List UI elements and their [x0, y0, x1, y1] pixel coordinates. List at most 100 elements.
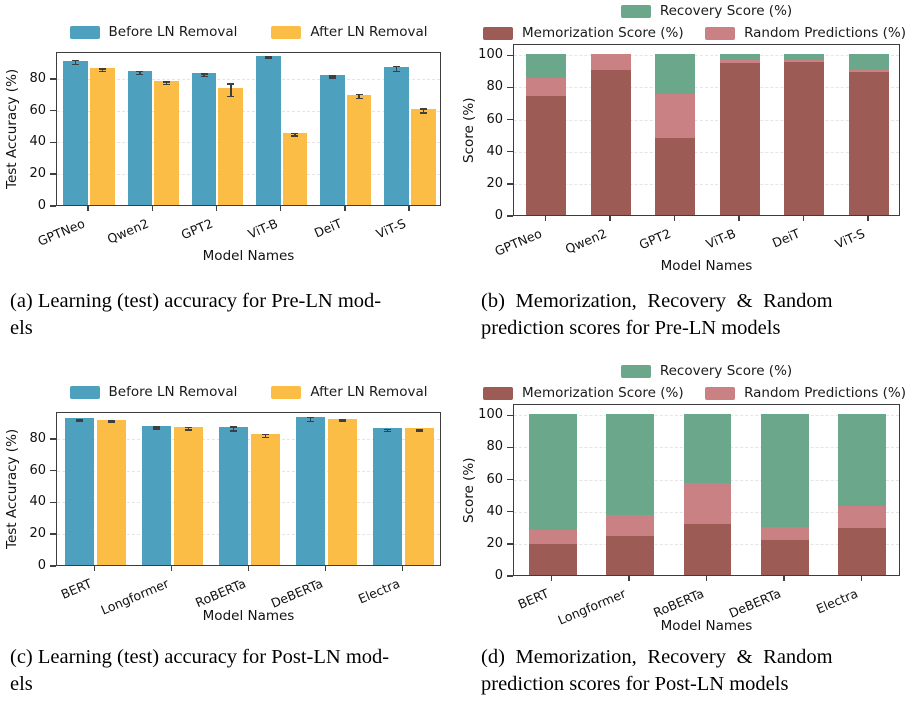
error-bar-cap [393, 70, 401, 72]
x-tick-mark [151, 206, 153, 211]
gridline [514, 183, 899, 185]
legend-item-random: Random Predictions (%) [705, 25, 906, 41]
error-bar [422, 108, 425, 113]
gridline [57, 174, 440, 176]
error-bar-cap [72, 63, 80, 66]
error-bar-cap [384, 428, 392, 431]
error-bar [187, 427, 190, 431]
legend-item-memorization: Memorization Score (%) [483, 385, 684, 401]
gridline [57, 502, 440, 504]
bar-after-Qwen2 [154, 81, 179, 205]
x-tick-mark [401, 566, 404, 571]
y-tick-label: 0 [494, 208, 503, 223]
legend-label-recovery: Recovery Score (%) [659, 363, 793, 379]
bar-after-GPTNeo [90, 68, 115, 205]
bar-segment-recovery-DeBERTa [760, 414, 809, 527]
legend-label-memorization: Memorization Score (%) [522, 385, 684, 401]
caption-d-line2: prediction scores for Post-LN models [481, 673, 789, 696]
y-tick-mark [507, 446, 513, 449]
bar-after-BERT [96, 419, 127, 565]
y-tick-label: 20 [486, 175, 503, 191]
caption-d: (d) Memorization, Recovery & Random predi… [481, 644, 904, 699]
bar-segment-recovery-ViT-B [719, 54, 760, 60]
gridline [57, 142, 440, 144]
bar-before-GPT2 [191, 73, 217, 205]
memorization-swatch-icon [483, 386, 513, 400]
y-tick-label: 20 [486, 535, 503, 551]
bar-before-DeiT [320, 74, 345, 205]
error-bar-cap [393, 65, 401, 68]
bar-after-ViT-S [410, 108, 436, 205]
error-bar-cap [419, 108, 427, 110]
x-tick-mark [544, 216, 546, 221]
bar-before-Electra [372, 428, 403, 565]
error-bar-cap [227, 95, 235, 98]
bar-before-Qwen2 [127, 70, 153, 205]
bar-segment-memorization-Longformer [606, 535, 655, 575]
error-bar-cap [98, 70, 106, 73]
x-tick-mark [609, 216, 611, 221]
y-tick-label: 80 [486, 79, 503, 95]
bar-segment-memorization-ViT-S [848, 71, 889, 215]
gridline [514, 87, 899, 89]
x-axis-label: Model Names [660, 258, 753, 274]
error-bar-cap [230, 430, 238, 432]
bar-after-RoBERTa [250, 434, 281, 565]
bar-segment-recovery-DeiT [784, 54, 825, 60]
gridline [57, 110, 440, 112]
error-bar-cap [355, 97, 363, 100]
before-swatch-icon [69, 385, 100, 399]
y-tick-label: 40 [29, 134, 46, 150]
bar-segment-memorization-Qwen2 [590, 69, 631, 215]
x-tick-mark [215, 206, 218, 211]
plot-frame [513, 44, 900, 216]
bar-before-DeBERTa [295, 417, 326, 565]
bar-after-Electra [404, 428, 435, 565]
error-bar [165, 81, 168, 85]
error-bar [203, 73, 205, 77]
error-bar [110, 420, 113, 423]
error-bar [386, 429, 389, 432]
error-bar [294, 133, 296, 137]
recovery-swatch-icon [620, 364, 651, 378]
bar-segment-random-ViT-S [848, 69, 889, 72]
x-tick-mark [87, 206, 89, 211]
error-bar [395, 66, 398, 72]
error-bar-cap [136, 70, 144, 72]
x-axis-label: Model Names [660, 618, 753, 632]
legend-label-before: Before LN Removal [108, 384, 238, 400]
error-bar-cap [338, 420, 346, 423]
y-tick-label: 40 [486, 143, 503, 159]
error-bar-cap [76, 418, 84, 421]
x-tick-mark [550, 576, 553, 581]
x-tick-mark [324, 566, 327, 571]
y-tick-mark [507, 575, 513, 577]
bar-after-GPT2 [218, 88, 244, 205]
error-bar-cap [184, 429, 192, 431]
y-tick-mark [50, 469, 56, 472]
legend-row-recovery: Recovery Score (%) [513, 360, 900, 382]
legend-item-recovery: Recovery Score (%) [620, 363, 793, 379]
y-tick-mark [50, 501, 56, 504]
bar-segment-recovery-BERT [528, 414, 577, 530]
x-tick-mark [867, 216, 869, 221]
y-tick-label: 80 [29, 430, 46, 446]
error-bar [78, 419, 81, 421]
bar-segment-random-DeBERTa [760, 526, 809, 541]
bar-before-ViT-B [255, 55, 281, 205]
y-tick-mark [50, 205, 56, 207]
x-tick-mark [628, 576, 630, 581]
legend-label-recovery: Recovery Score (%) [659, 3, 793, 19]
x-tick-mark [673, 216, 675, 221]
caption-cell-b: (b) Memorization, Recovery & Random predi… [457, 276, 914, 360]
y-tick-mark [50, 533, 56, 535]
legend-item-memorization: Memorization Score (%) [483, 25, 684, 41]
error-bar [358, 94, 360, 99]
caption-d-line1: (d) Memorization, Recovery & Random [481, 646, 833, 668]
legend: Before LN Removal After LN Removal [56, 12, 441, 52]
y-tick-label: 0 [37, 198, 46, 213]
error-bar-cap [153, 426, 161, 428]
x-tick-mark [247, 566, 250, 571]
plot-frame [56, 52, 441, 206]
